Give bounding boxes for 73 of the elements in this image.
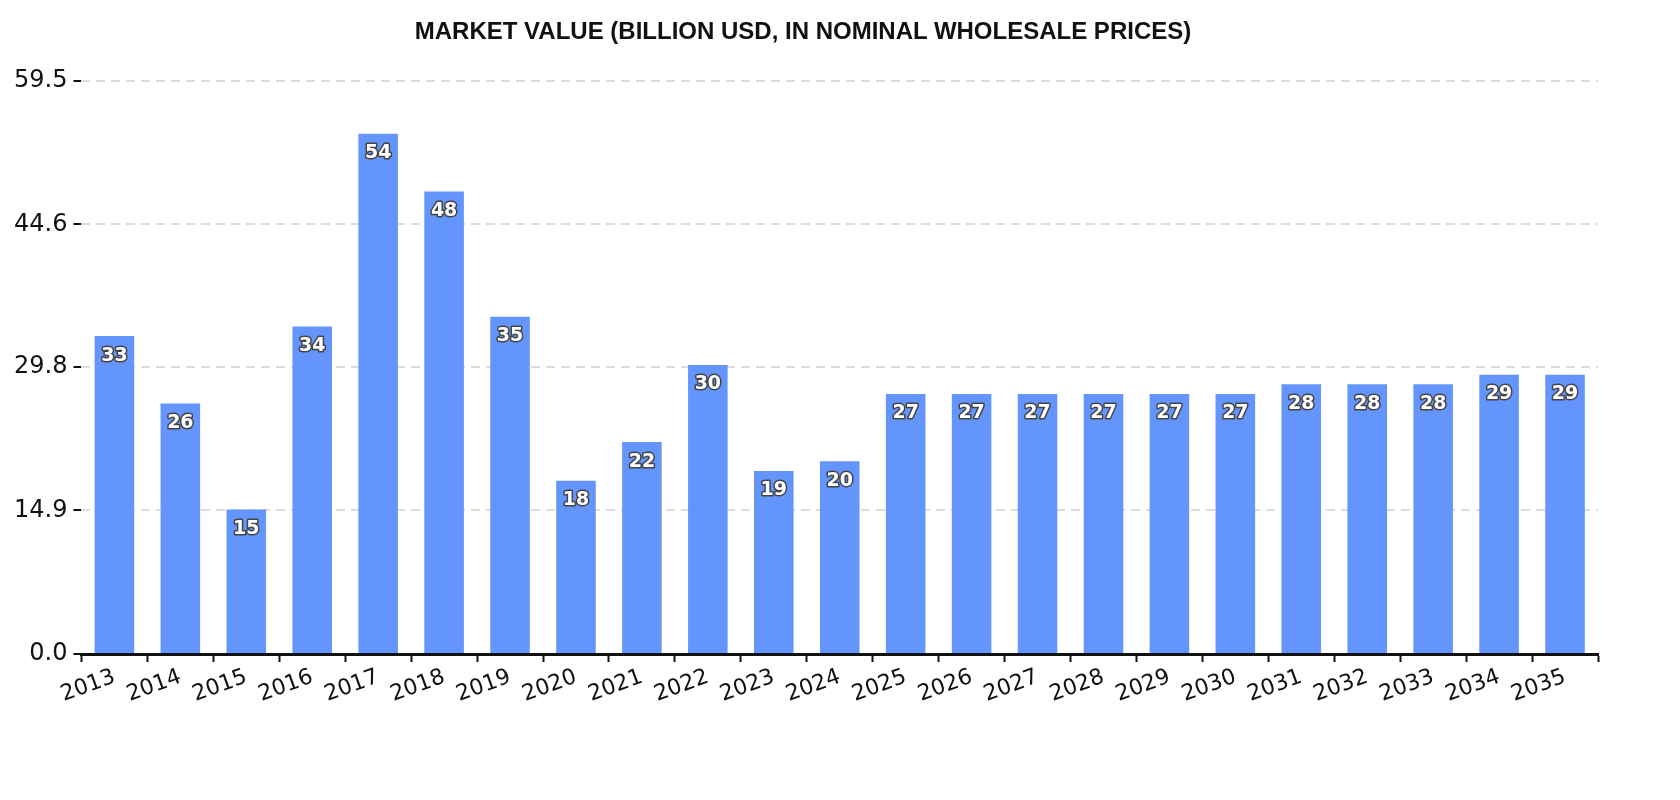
bar — [1017, 393, 1058, 654]
data-label: 27 — [1090, 400, 1117, 423]
bar — [490, 316, 530, 654]
x-tick-label: 2035 — [1507, 663, 1569, 706]
data-label: 28 — [1419, 390, 1447, 413]
x-tick-label: 2021 — [584, 663, 646, 706]
x-tick-label: 2030 — [1177, 663, 1240, 706]
x-tick-label: 2022 — [650, 663, 712, 706]
bar — [819, 461, 860, 654]
data-label: 27 — [1222, 400, 1249, 423]
x-tick-label: 2024 — [782, 663, 844, 706]
x-tick-label: 2026 — [914, 663, 976, 706]
x-tick-label: 2015 — [188, 663, 250, 706]
x-tick-label: 2028 — [1045, 663, 1108, 706]
y-tick-label: 44.6 — [14, 208, 68, 237]
data-label: 20 — [826, 467, 853, 490]
data-label: 19 — [760, 477, 788, 500]
bar — [556, 480, 596, 654]
data-label: 27 — [1024, 400, 1051, 423]
bar — [358, 133, 398, 654]
bar — [885, 393, 926, 654]
x-tick-label: 2032 — [1309, 663, 1371, 706]
x-tick-label: 2029 — [1111, 663, 1174, 706]
data-label: 35 — [496, 323, 524, 346]
x-tick-label: 2016 — [254, 663, 316, 706]
bar — [160, 403, 201, 654]
y-tick-label: 29.8 — [14, 351, 68, 380]
data-label: 33 — [101, 342, 128, 365]
data-label: 28 — [1353, 390, 1381, 413]
x-tick-label: 2018 — [386, 663, 448, 706]
bar — [292, 326, 332, 654]
bar — [1545, 374, 1585, 654]
x-tick-label: 2014 — [122, 663, 185, 706]
x-tick-label: 2023 — [716, 663, 778, 706]
bar — [226, 509, 267, 654]
data-label: 29 — [1485, 381, 1513, 404]
data-label: 29 — [1551, 381, 1579, 404]
bar — [1413, 384, 1453, 654]
y-tick-label: 59.5 — [14, 65, 68, 94]
bar — [1215, 393, 1256, 654]
bar — [1281, 384, 1322, 654]
data-label: 30 — [694, 371, 722, 394]
x-tick-label: 2017 — [320, 663, 382, 706]
bar — [1149, 393, 1190, 654]
chart-title: MARKET VALUE (BILLION USD, IN NOMINAL WHOLESALE PRICES) — [414, 17, 1192, 45]
bar — [622, 442, 662, 654]
x-tick-label: 2033 — [1375, 663, 1437, 706]
data-label: 27 — [1156, 400, 1183, 423]
x-tick-label: 2031 — [1243, 663, 1305, 706]
x-tick-label: 2027 — [980, 663, 1042, 706]
bar — [1347, 384, 1387, 654]
x-tick-label: 2034 — [1441, 663, 1503, 706]
data-label: 54 — [364, 140, 392, 163]
x-tick-label: 2025 — [848, 663, 910, 706]
data-label: 18 — [562, 487, 590, 510]
data-label: 26 — [167, 409, 194, 432]
y-tick-label: 14.9 — [14, 494, 68, 523]
data-label: 27 — [892, 400, 919, 423]
bar — [94, 336, 135, 654]
bar — [951, 393, 992, 654]
bar — [1083, 393, 1124, 654]
data-label: 34 — [298, 332, 326, 355]
bar — [424, 191, 464, 654]
data-label: 48 — [430, 198, 458, 221]
x-tick-label: 2020 — [518, 663, 580, 706]
bar — [754, 470, 794, 654]
data-label: 15 — [233, 515, 260, 538]
data-label: 28 — [1288, 390, 1315, 413]
x-tick-label: 2019 — [452, 663, 514, 706]
data-label: 27 — [958, 400, 985, 423]
bar — [688, 365, 728, 654]
bar — [1479, 374, 1519, 654]
data-label: 22 — [628, 448, 656, 471]
